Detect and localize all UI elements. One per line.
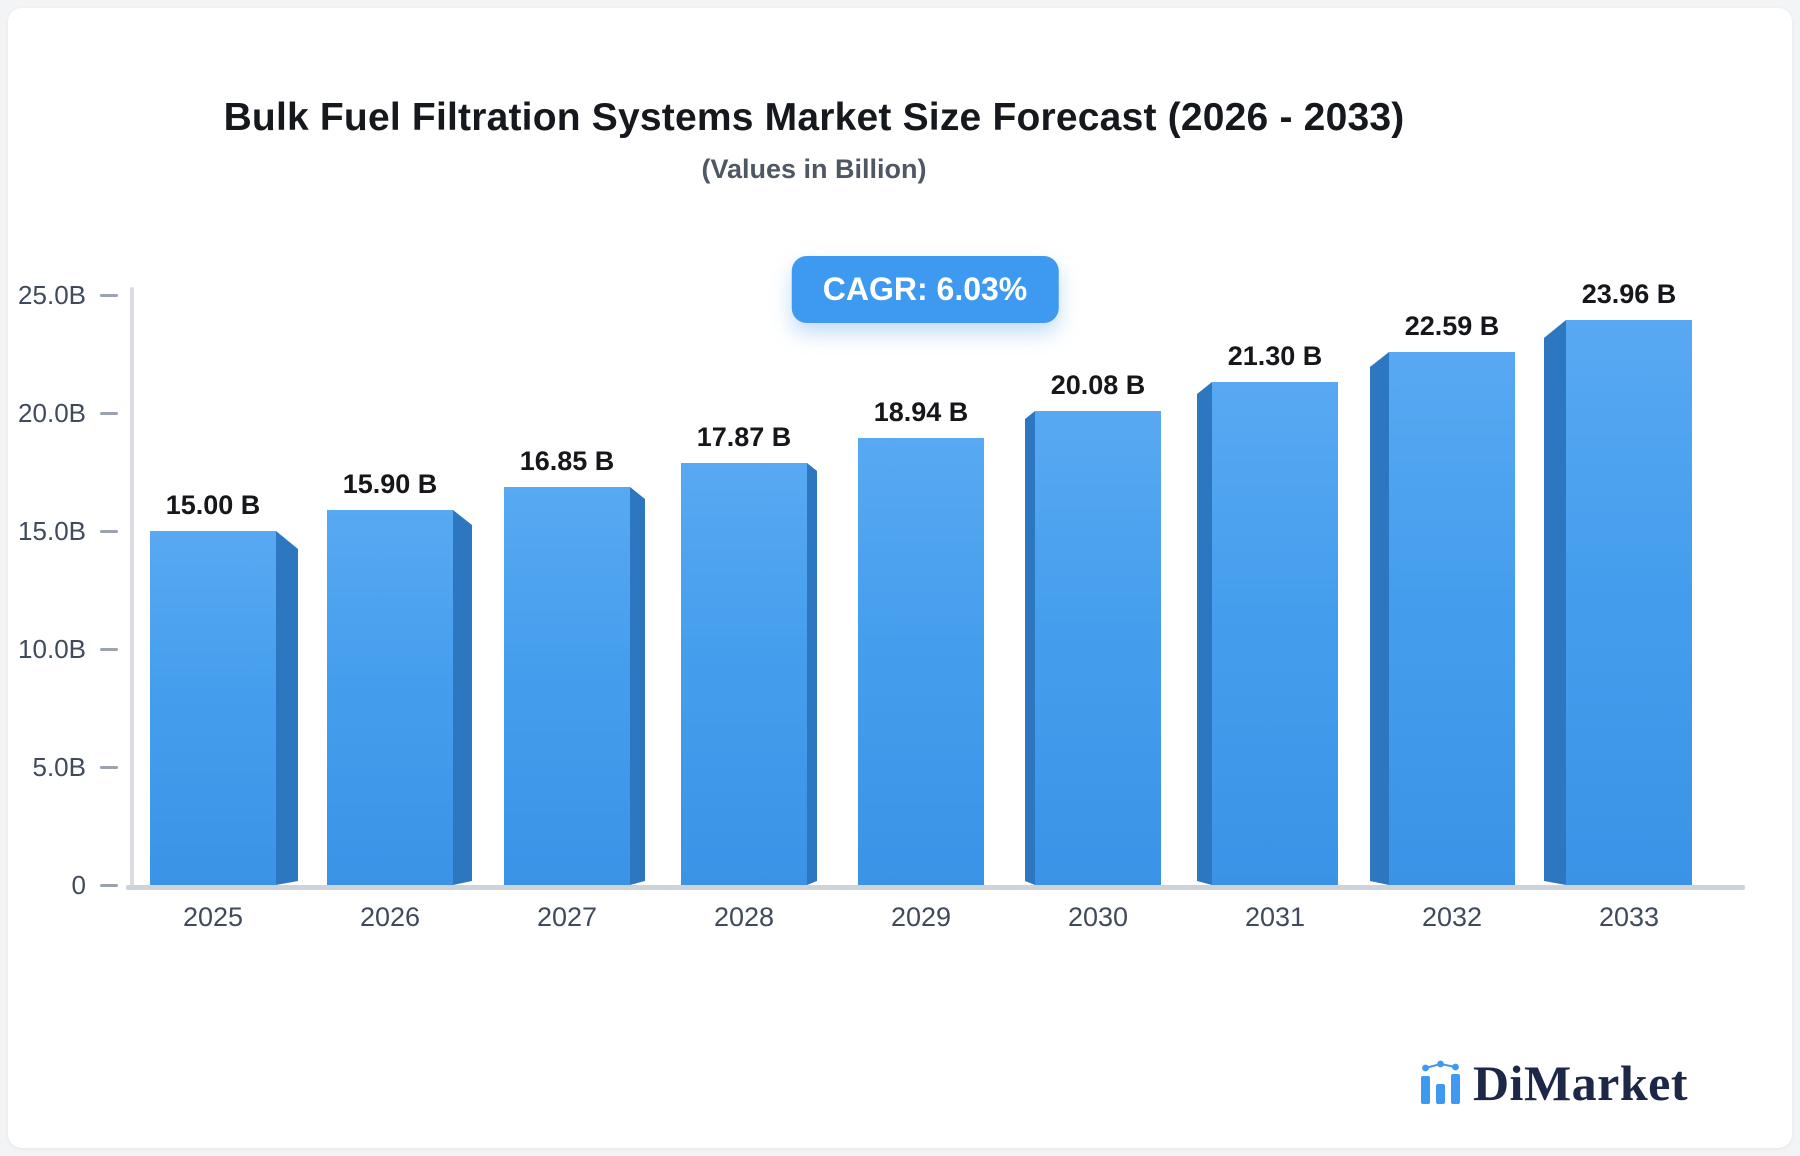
bar-side-2025	[276, 531, 298, 885]
dimarket-logo-icon	[1420, 1060, 1460, 1104]
x-tick-label-2033: 2033	[1598, 902, 1660, 932]
y-tick-label-10.0B: 10.0B	[18, 634, 86, 664]
y-tick-dash	[100, 647, 118, 651]
bar-2031	[1212, 382, 1338, 885]
brand-logo: DiMarket	[1419, 1055, 1688, 1111]
y-tick-label-20.0B: 20.0B	[18, 398, 86, 428]
bar-value-label-2033: 23.96 B	[1581, 279, 1677, 309]
bar-2033	[1566, 320, 1692, 885]
y-tick-dash	[100, 883, 118, 887]
chart-title: Bulk Fuel Filtration Systems Market Size…	[223, 96, 1405, 139]
bar-side-2028	[807, 463, 817, 885]
brand-name: DiMarket	[1472, 1055, 1688, 1111]
bar-side-2032	[1370, 352, 1389, 885]
bar-value-label-2028: 17.87 B	[696, 422, 792, 452]
x-tick-label-2031: 2031	[1244, 902, 1306, 932]
x-tick-label-2028: 2028	[713, 902, 775, 932]
bar-2030	[1035, 411, 1161, 885]
y-tick-dash	[100, 411, 118, 415]
bar-side-2026	[453, 510, 472, 885]
bar-2029	[858, 438, 984, 885]
bar-value-label-2031: 21.30 B	[1227, 341, 1323, 371]
bar-side-2033	[1544, 320, 1566, 885]
bar-side-2027	[630, 487, 645, 885]
x-tick-label-2025: 2025	[182, 902, 244, 932]
y-tick-label-25.0B: 25.0B	[18, 280, 86, 310]
x-tick-label-2029: 2029	[890, 902, 952, 932]
chart-card: Bulk Fuel Filtration Systems Market Size…	[8, 8, 1792, 1148]
x-tick-label-2032: 2032	[1421, 902, 1483, 932]
y-tick-dash	[100, 293, 118, 297]
bar-value-label-2030: 20.08 B	[1050, 370, 1146, 400]
bar-2032	[1389, 352, 1515, 885]
chart-subtitle: (Values in Billion)	[701, 154, 927, 184]
bar-value-label-2027: 16.85 B	[519, 446, 615, 476]
y-axis-line	[130, 287, 134, 889]
bar-2025	[150, 531, 276, 885]
bar-value-label-2029: 18.94 B	[873, 397, 969, 427]
bar-value-label-2026: 15.90 B	[342, 469, 438, 499]
bar-2027	[504, 487, 630, 885]
y-tick-dash	[100, 529, 118, 533]
y-tick-label-5.0B: 5.0B	[32, 752, 87, 782]
bar-value-label-2032: 22.59 B	[1404, 311, 1500, 341]
bar-2028	[681, 463, 807, 885]
bar-2026	[327, 510, 453, 885]
bar-value-label-2025: 15.00 B	[165, 490, 261, 520]
cagr-badge: CAGR: 6.03%	[791, 256, 1059, 323]
y-tick-dash	[100, 765, 118, 769]
x-axis-line	[126, 885, 1745, 890]
x-tick-label-2030: 2030	[1067, 902, 1129, 932]
x-tick-label-2027: 2027	[536, 902, 598, 932]
y-tick-label-0: 0	[71, 870, 86, 900]
bar-side-2030	[1025, 411, 1035, 885]
y-tick-label-15.0B: 15.0B	[18, 516, 86, 546]
bar-side-2031	[1197, 382, 1212, 885]
x-tick-label-2026: 2026	[359, 902, 421, 932]
